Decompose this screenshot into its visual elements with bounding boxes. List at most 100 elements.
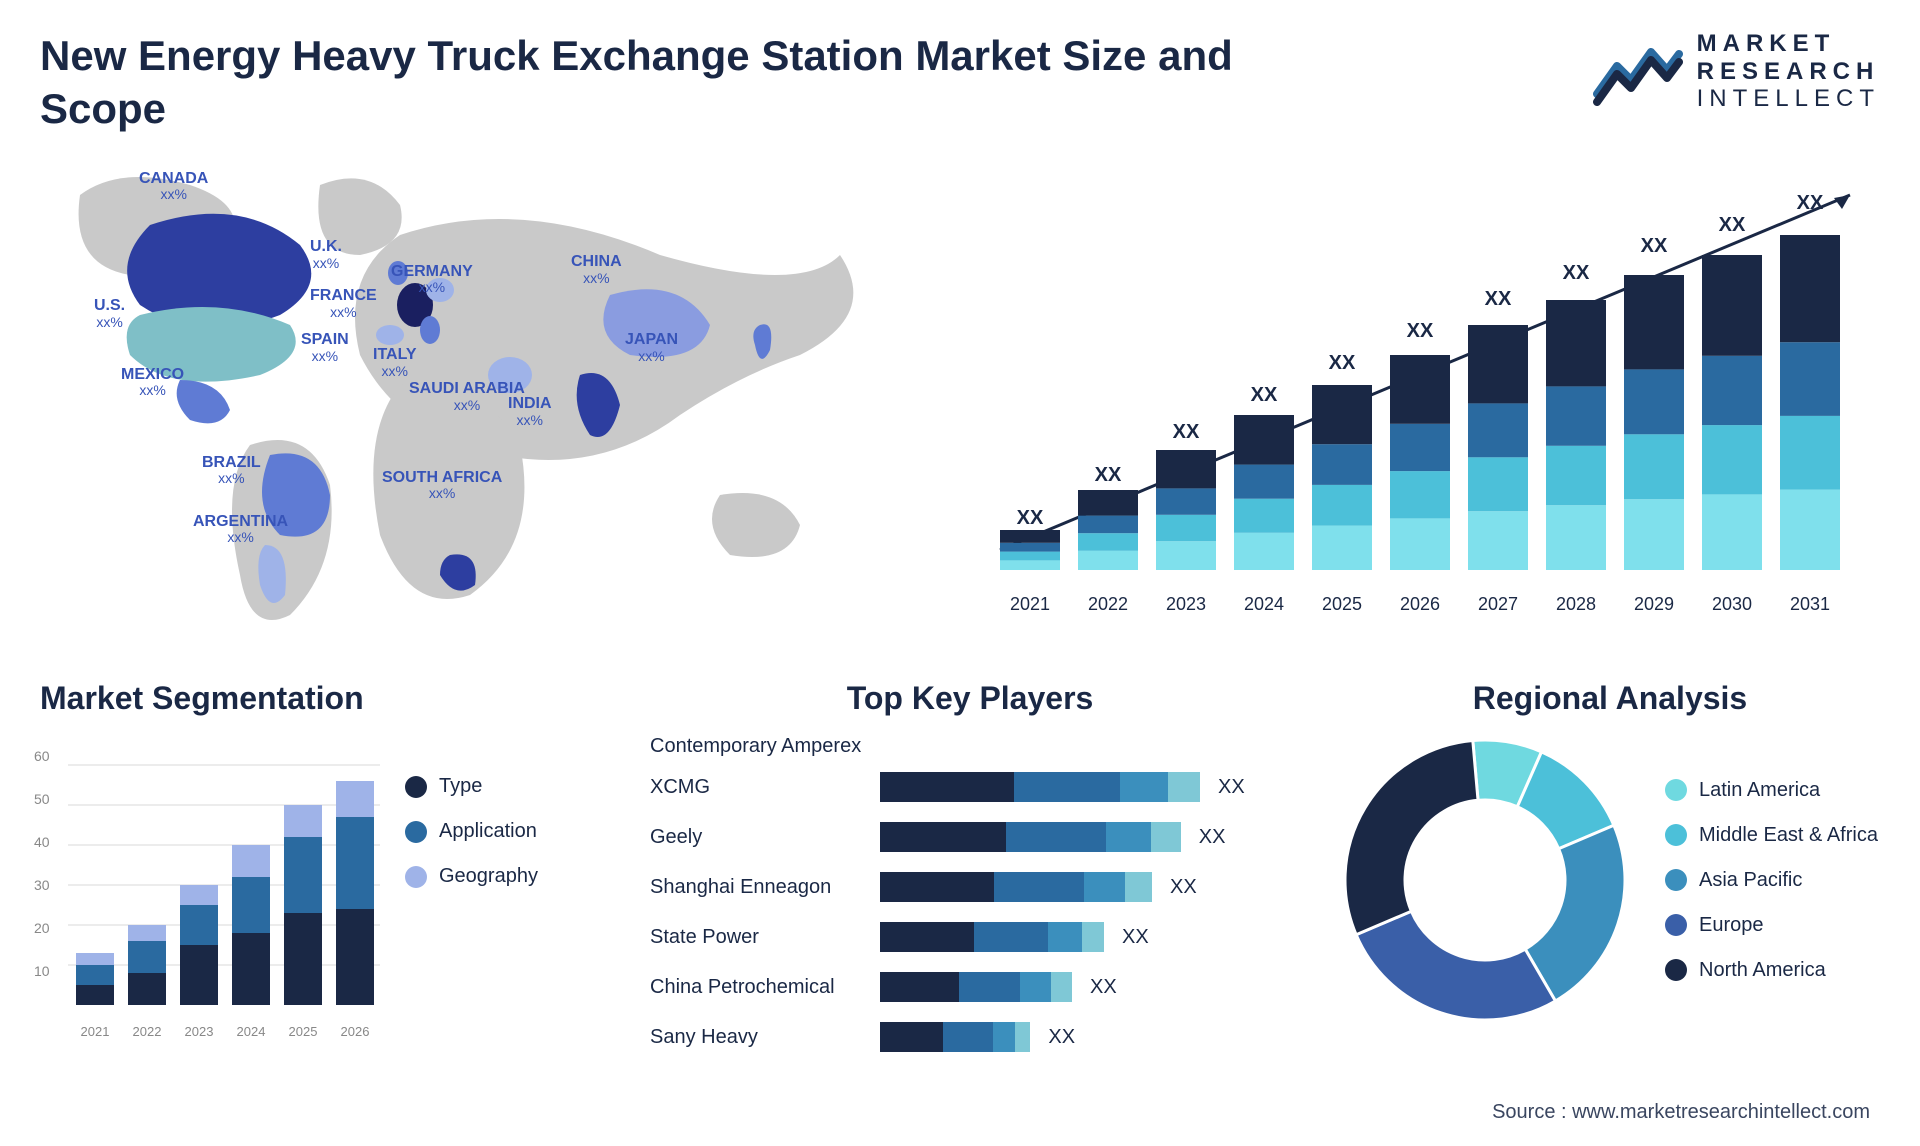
top-row: CANADAxx%U.S.xx%MEXICOxx%BRAZILxx%ARGENT… xyxy=(40,155,1880,645)
player-row: State Power XX xyxy=(650,916,1290,958)
forecast-year-label: 2030 xyxy=(1712,594,1752,615)
player-value: XX xyxy=(1199,826,1226,849)
legend-dot-icon xyxy=(1665,779,1687,801)
player-bar-segment xyxy=(1048,922,1082,952)
region-legend-item: Asia Pacific xyxy=(1665,869,1878,892)
player-bar-segment xyxy=(880,972,959,1002)
legend-label: Application xyxy=(439,820,537,843)
player-bar-segment xyxy=(1084,872,1125,902)
player-bar-segment xyxy=(880,872,994,902)
forecast-bar-value: XX xyxy=(1095,464,1122,487)
player-row: Geely XX xyxy=(650,816,1290,858)
map-label: JAPANxx% xyxy=(625,331,678,364)
region-legend-item: North America xyxy=(1665,959,1878,982)
legend-dot-icon xyxy=(1665,959,1687,981)
header: New Energy Heavy Truck Exchange Station … xyxy=(40,30,1880,135)
legend-dot-icon xyxy=(405,776,427,798)
page-title: New Energy Heavy Truck Exchange Station … xyxy=(40,30,1340,135)
map-label: SPAINxx% xyxy=(301,331,349,364)
logo-icon xyxy=(1593,36,1683,106)
forecast-bar-value: XX xyxy=(1251,384,1278,407)
forecast-year-label: 2031 xyxy=(1790,594,1830,615)
players-header: Contemporary Amperex xyxy=(650,735,1290,758)
map-label: U.S.xx% xyxy=(94,297,125,330)
player-value: XX xyxy=(1122,926,1149,949)
seg-legend-item: Application xyxy=(405,820,538,843)
player-row: XCMGXX xyxy=(650,766,1290,808)
legend-label: Latin America xyxy=(1699,779,1820,802)
legend-label: Geography xyxy=(439,865,538,888)
seg-year: 2022 xyxy=(133,1024,162,1039)
player-value: XX xyxy=(1048,1026,1075,1049)
region-legend-item: Middle East & Africa xyxy=(1665,824,1878,847)
forecast-year-label: 2028 xyxy=(1556,594,1596,615)
donut-chart xyxy=(1340,735,1630,1025)
forecast-year-label: 2025 xyxy=(1322,594,1362,615)
player-bar-segment xyxy=(1151,822,1181,852)
forecast-chart: XX2021XX2022XX2023XX2024XX2025XX2026XX20… xyxy=(980,155,1880,645)
player-name: China Petrochemical xyxy=(650,976,880,999)
player-name: State Power xyxy=(650,926,880,949)
region-legend-item: Latin America xyxy=(1665,779,1878,802)
legend-label: Middle East & Africa xyxy=(1699,824,1878,847)
forecast-bar-value: XX xyxy=(1017,507,1044,530)
player-name: Geely xyxy=(650,826,880,849)
player-bar xyxy=(880,922,1104,952)
forecast-year-label: 2026 xyxy=(1400,594,1440,615)
player-row: Shanghai Enneagon XX xyxy=(650,866,1290,908)
seg-ytick: 10 xyxy=(34,963,50,979)
player-name: Sany Heavy xyxy=(650,1026,880,1049)
map-label: GERMANYxx% xyxy=(391,263,473,296)
regional-panel: Regional Analysis Latin AmericaMiddle Ea… xyxy=(1340,680,1880,1066)
legend-dot-icon xyxy=(1665,914,1687,936)
seg-ytick: 50 xyxy=(34,791,50,807)
player-bar-segment xyxy=(1082,922,1104,952)
seg-ytick: 40 xyxy=(34,834,50,850)
map-label: SOUTH AFRICAxx% xyxy=(382,469,502,502)
brand-logo: MARKET RESEARCH INTELLECT xyxy=(1593,30,1880,113)
player-bar-segment xyxy=(1015,1022,1030,1052)
player-bar-segment xyxy=(943,1022,993,1052)
seg-year: 2025 xyxy=(289,1024,318,1039)
legend-label: Europe xyxy=(1699,914,1764,937)
map-label: BRAZILxx% xyxy=(202,454,261,487)
player-bar-segment xyxy=(880,772,1014,802)
map-label: U.K.xx% xyxy=(310,238,342,271)
legend-label: Type xyxy=(439,775,482,798)
forecast-year-label: 2024 xyxy=(1244,594,1284,615)
player-bar-segment xyxy=(993,1022,1016,1052)
player-bar xyxy=(880,872,1152,902)
player-bar xyxy=(880,972,1072,1002)
legend-dot-icon xyxy=(1665,824,1687,846)
player-bar-segment xyxy=(994,872,1084,902)
forecast-year-label: 2023 xyxy=(1166,594,1206,615)
player-value: XX xyxy=(1218,776,1245,799)
world-map: CANADAxx%U.S.xx%MEXICOxx%BRAZILxx%ARGENT… xyxy=(40,155,940,645)
seg-year: 2021 xyxy=(81,1024,110,1039)
forecast-year-label: 2022 xyxy=(1088,594,1128,615)
player-row: Sany Heavy XX xyxy=(650,1016,1290,1058)
forecast-bar-value: XX xyxy=(1563,262,1590,285)
logo-text: MARKET RESEARCH INTELLECT xyxy=(1697,30,1880,113)
player-bar-segment xyxy=(1106,822,1151,852)
legend-dot-icon xyxy=(1665,869,1687,891)
forecast-year-label: 2027 xyxy=(1478,594,1518,615)
player-value: XX xyxy=(1090,976,1117,999)
map-label: ARGENTINAxx% xyxy=(193,513,288,546)
player-bar-segment xyxy=(880,1022,943,1052)
forecast-year-label: 2029 xyxy=(1634,594,1674,615)
seg-year: 2023 xyxy=(185,1024,214,1039)
player-name: Shanghai Enneagon xyxy=(650,876,880,899)
seg-legend-item: Geography xyxy=(405,865,538,888)
forecast-bar-value: XX xyxy=(1797,192,1824,215)
player-bar xyxy=(880,772,1200,802)
seg-year: 2026 xyxy=(341,1024,370,1039)
forecast-bar-value: XX xyxy=(1407,320,1434,343)
legend-label: North America xyxy=(1699,959,1826,982)
player-value: XX xyxy=(1170,876,1197,899)
map-label: CHINAxx% xyxy=(571,253,622,286)
map-label: ITALYxx% xyxy=(373,346,417,379)
forecast-year-label: 2021 xyxy=(1010,594,1050,615)
player-bar-segment xyxy=(1020,972,1051,1002)
seg-legend-item: Type xyxy=(405,775,538,798)
